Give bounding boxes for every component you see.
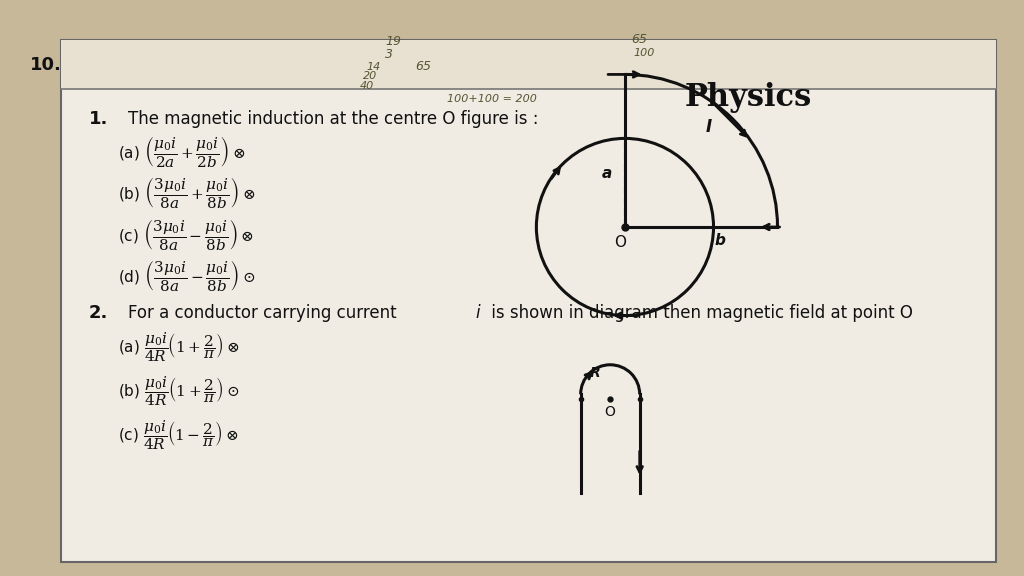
- Text: (a) $\left(\dfrac{\mu_0 i}{2a}+\dfrac{\mu_0 i}{2b}\right)\otimes$: (a) $\left(\dfrac{\mu_0 i}{2a}+\dfrac{\m…: [118, 134, 246, 169]
- Text: a: a: [602, 166, 612, 181]
- Text: (b) $\dfrac{\mu_0 i}{4R}\left(1+\dfrac{2}{\pi}\right)\odot$: (b) $\dfrac{\mu_0 i}{4R}\left(1+\dfrac{2…: [118, 374, 240, 408]
- Text: The magnetic induction at the centre O figure is :: The magnetic induction at the centre O f…: [128, 109, 539, 128]
- Text: For a conductor carrying current: For a conductor carrying current: [128, 304, 401, 321]
- Text: 65: 65: [415, 59, 431, 73]
- FancyBboxPatch shape: [61, 40, 996, 89]
- Text: I: I: [706, 119, 712, 137]
- FancyBboxPatch shape: [61, 40, 996, 562]
- Text: (d) $\left(\dfrac{3\mu_0 i}{8a}-\dfrac{\mu_0 i}{8b}\right)\odot$: (d) $\left(\dfrac{3\mu_0 i}{8a}-\dfrac{\…: [118, 258, 255, 293]
- Text: 3: 3: [385, 48, 393, 60]
- Text: (a) $\dfrac{\mu_0 i}{4R}\left(1+\dfrac{2}{\pi}\right)\otimes$: (a) $\dfrac{\mu_0 i}{4R}\left(1+\dfrac{2…: [118, 330, 240, 364]
- Text: R: R: [590, 366, 601, 380]
- Text: 10.: 10.: [30, 55, 61, 74]
- Text: 65: 65: [632, 33, 648, 46]
- Text: 40: 40: [360, 81, 374, 91]
- Text: 14: 14: [367, 62, 381, 71]
- Text: is shown in diagram then magnetic field at point O: is shown in diagram then magnetic field …: [486, 304, 913, 321]
- Text: O: O: [605, 405, 615, 419]
- Text: 2.: 2.: [88, 304, 108, 321]
- Text: (b) $\left(\dfrac{3\mu_0 i}{8a}+\dfrac{\mu_0 i}{8b}\right)\otimes$: (b) $\left(\dfrac{3\mu_0 i}{8a}+\dfrac{\…: [118, 175, 255, 210]
- Text: O: O: [614, 234, 626, 249]
- Text: 100: 100: [634, 48, 655, 58]
- Text: 1.: 1.: [88, 109, 108, 128]
- Text: i: i: [475, 304, 480, 321]
- Text: 100+100 = 200: 100+100 = 200: [447, 94, 537, 104]
- Text: (c) $\dfrac{\mu_0 i}{4R}\left(1-\dfrac{2}{\pi}\right)\otimes$: (c) $\dfrac{\mu_0 i}{4R}\left(1-\dfrac{2…: [118, 419, 239, 452]
- Text: 19: 19: [386, 35, 401, 48]
- Text: 20: 20: [362, 71, 377, 81]
- Text: (c) $\left(\dfrac{3\mu_0 i}{8a}-\dfrac{\mu_0 i}{8b}\right)\otimes$: (c) $\left(\dfrac{3\mu_0 i}{8a}-\dfrac{\…: [118, 217, 254, 252]
- Text: Physics: Physics: [684, 82, 812, 113]
- Text: b: b: [714, 233, 725, 248]
